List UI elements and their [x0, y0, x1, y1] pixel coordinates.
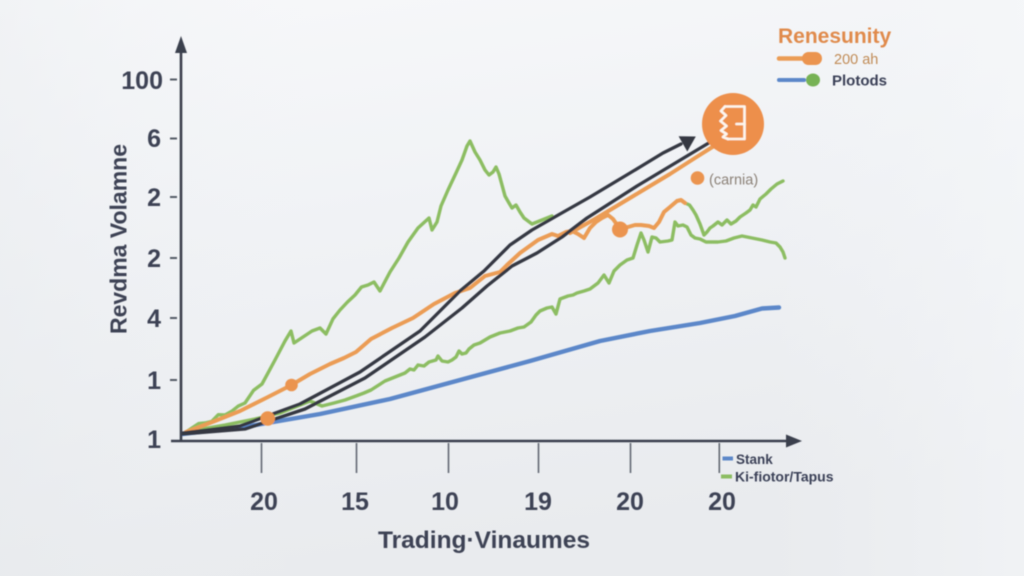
svg-text:4: 4 — [147, 305, 161, 333]
svg-text:Stank: Stank — [736, 452, 773, 467]
svg-text:200 ah: 200 ah — [834, 52, 878, 68]
svg-text:1: 1 — [147, 367, 161, 395]
svg-text:Ki-fiotor/Tapus: Ki-fiotor/Tapus — [735, 469, 834, 485]
svg-text:20: 20 — [708, 488, 736, 516]
svg-text:Revdma Volamne: Revdma Volamne — [106, 144, 132, 334]
svg-text:19: 19 — [524, 488, 552, 516]
svg-text:(carnia): (carnia) — [709, 173, 758, 189]
svg-text:2: 2 — [147, 184, 161, 212]
svg-text:20: 20 — [616, 488, 644, 516]
svg-text:10: 10 — [431, 488, 459, 516]
svg-text:Plotods: Plotods — [832, 73, 887, 90]
svg-text:20: 20 — [250, 488, 278, 516]
svg-text:1: 1 — [147, 426, 161, 454]
svg-text:Trading·Vinaumes: Trading·Vinaumes — [378, 527, 590, 554]
svg-text:6: 6 — [147, 125, 161, 153]
svg-text:Renesunity: Renesunity — [778, 25, 892, 48]
svg-text:100: 100 — [121, 67, 163, 95]
svg-text:2: 2 — [147, 245, 161, 273]
svg-text:15: 15 — [341, 488, 369, 516]
